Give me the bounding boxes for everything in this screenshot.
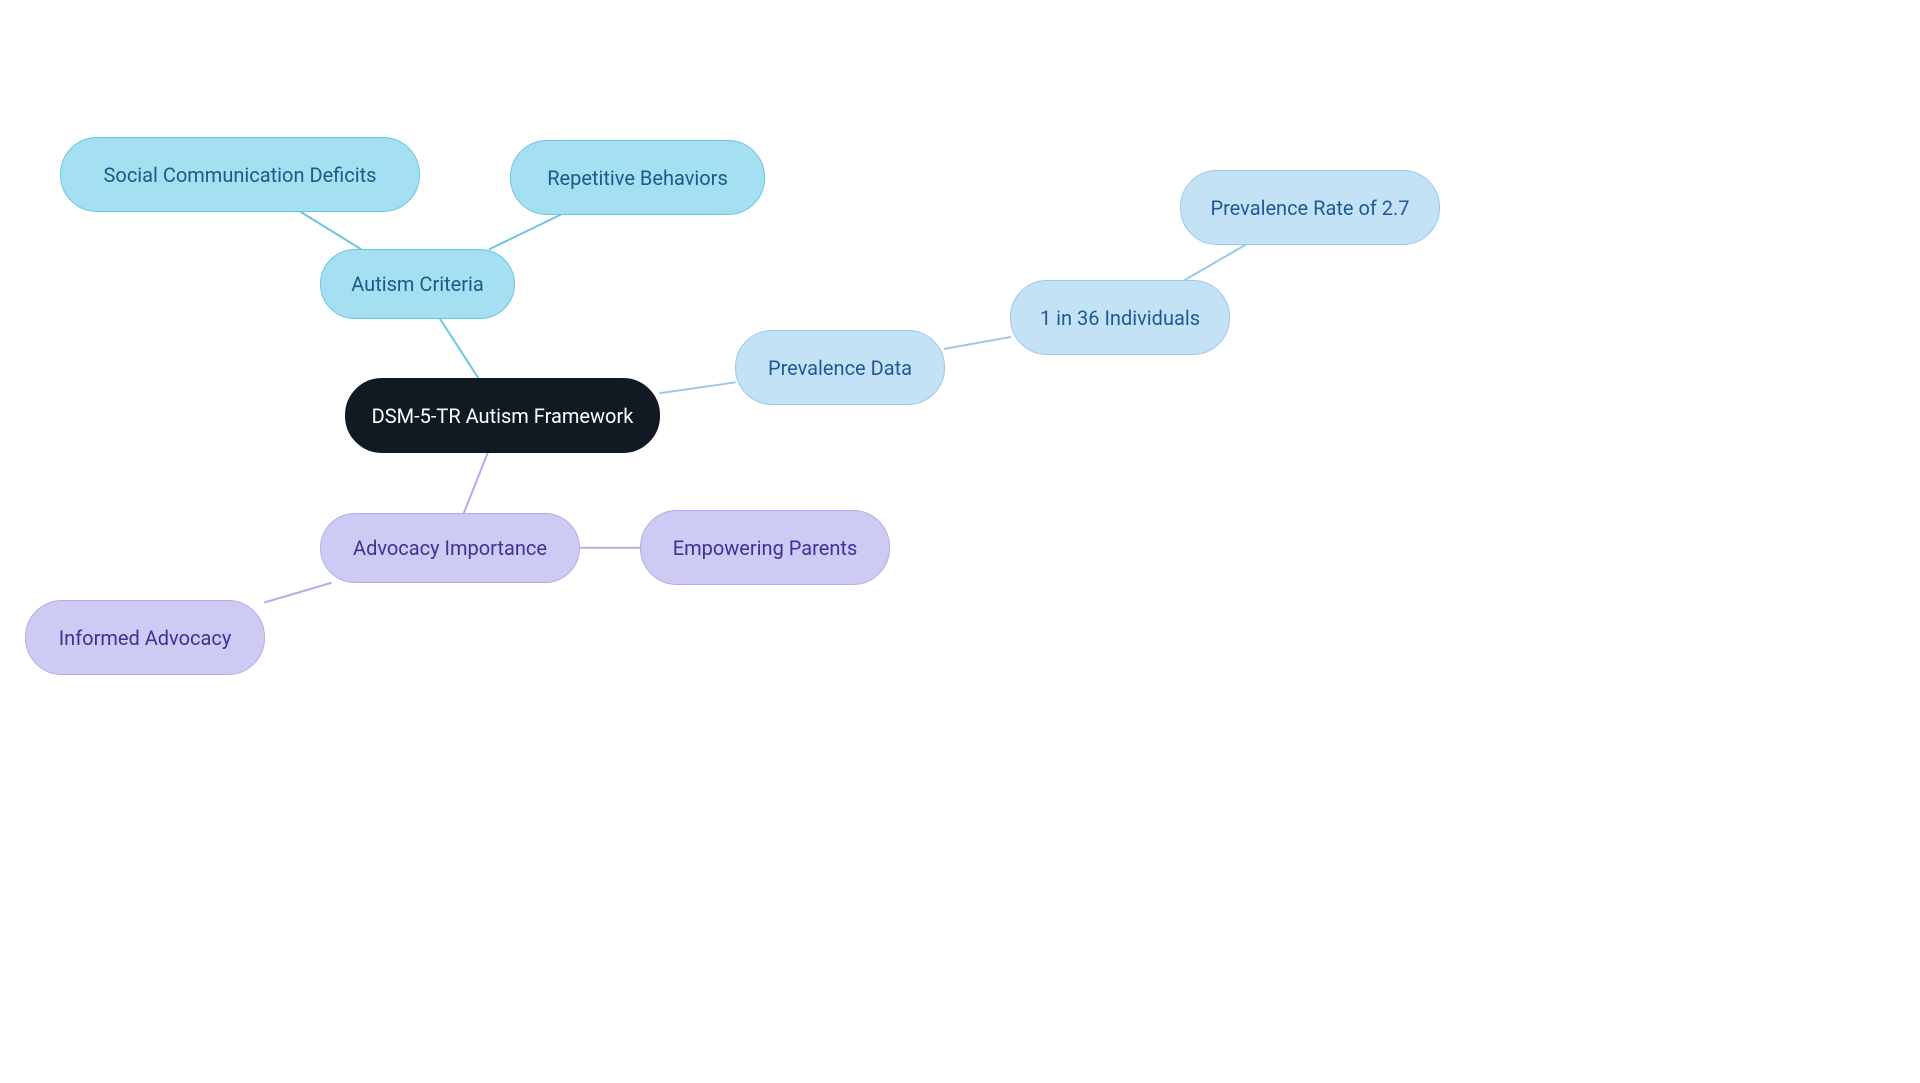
node-social-label: Social Communication Deficits xyxy=(104,163,377,187)
node-social: Social Communication Deficits xyxy=(60,137,420,212)
node-prevalence: Prevalence Data xyxy=(735,330,945,405)
node-root-label: DSM-5-TR Autism Framework xyxy=(372,404,634,428)
node-root: DSM-5-TR Autism Framework xyxy=(345,378,660,453)
node-advocacy: Advocacy Importance xyxy=(320,513,580,583)
node-repetitive: Repetitive Behaviors xyxy=(510,140,765,215)
node-empower: Empowering Parents xyxy=(640,510,890,585)
node-rate27-label: Prevalence Rate of 2.7 xyxy=(1210,196,1409,220)
node-prevalence-label: Prevalence Data xyxy=(768,356,912,380)
node-repetitive-label: Repetitive Behaviors xyxy=(547,166,728,190)
node-criteria-label: Autism Criteria xyxy=(351,272,484,296)
node-informed-label: Informed Advocacy xyxy=(59,626,232,650)
node-advocacy-label: Advocacy Importance xyxy=(353,536,547,560)
node-onein36-label: 1 in 36 Individuals xyxy=(1040,306,1200,330)
node-empower-label: Empowering Parents xyxy=(673,536,858,560)
node-informed: Informed Advocacy xyxy=(25,600,265,675)
node-rate27: Prevalence Rate of 2.7 xyxy=(1180,170,1440,245)
node-onein36: 1 in 36 Individuals xyxy=(1010,280,1230,355)
node-criteria: Autism Criteria xyxy=(320,249,515,319)
